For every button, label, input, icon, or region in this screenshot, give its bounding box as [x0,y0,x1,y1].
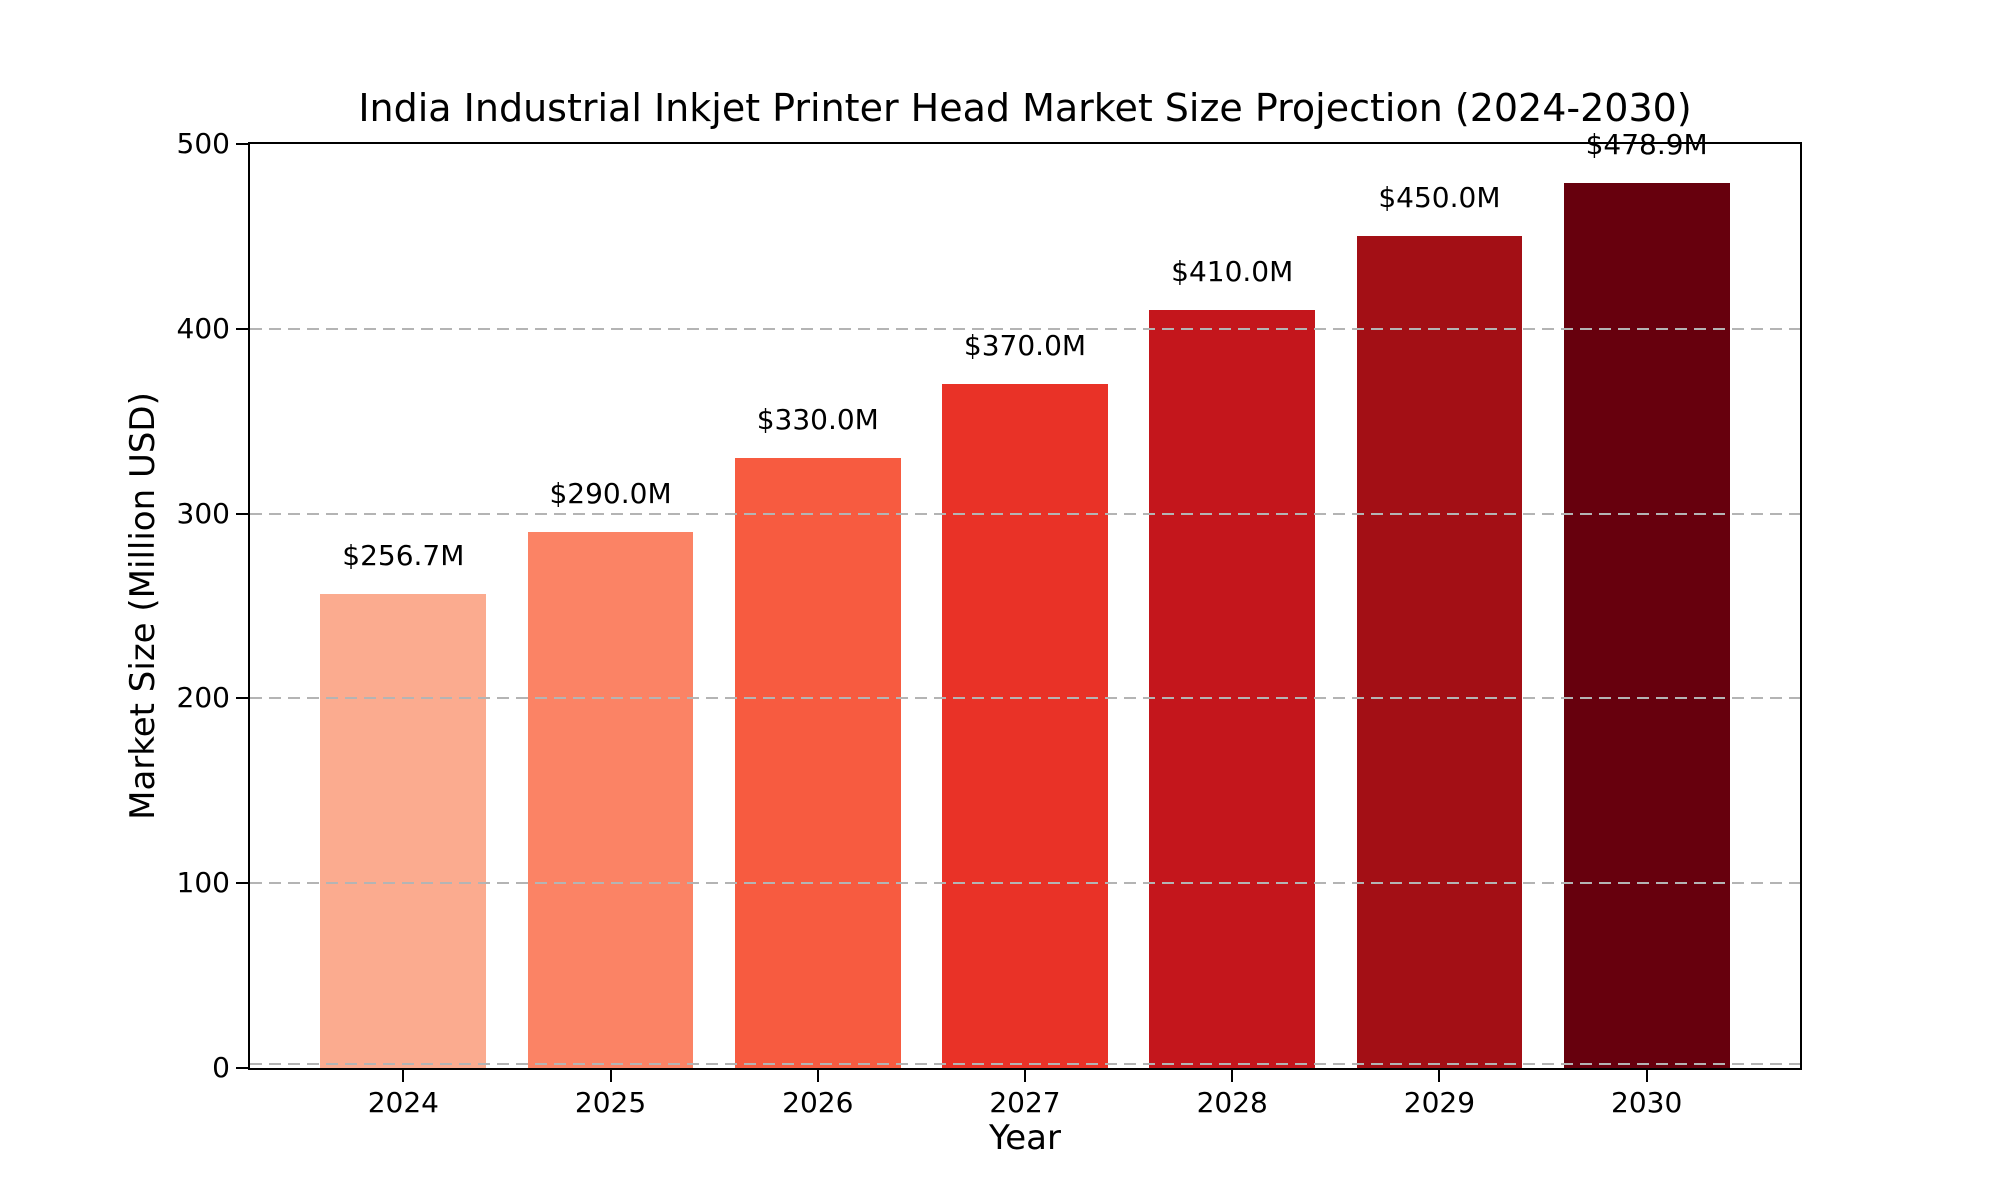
x-tick-label-2029: 2029 [1403,1086,1476,1119]
bar-value-label-2026: $330.0M [756,403,879,437]
bar-value-label-2028: $410.0M [1171,255,1294,289]
x-tick-mark-2024 [402,1070,405,1082]
bar-2024 [320,593,487,1068]
y-axis-label: Market Size (Million USD) [123,392,163,820]
y-tick-label-400: 400 [176,311,230,345]
y-tick-label-100: 100 [176,866,230,900]
y-tick-label-0: 0 [212,1051,230,1084]
bar-2029 [1356,236,1523,1068]
x-axis-label: Year [989,1118,1061,1158]
bar-value-label-2027: $370.0M [963,329,1087,363]
gridline-y0 [250,1063,1800,1065]
x-tick-label-2026: 2026 [782,1086,854,1119]
x-tick-mark-2025 [609,1070,612,1082]
bar-2027 [942,384,1108,1068]
gridline-y200 [250,697,1800,700]
y-tick-label-200: 200 [176,681,230,715]
y-tick-mark-300 [236,512,248,515]
x-tick-label-2030: 2030 [1611,1086,1683,1119]
gridline-y300 [250,512,1800,515]
x-tick-label-2025: 2025 [574,1086,647,1119]
bar-value-label-2029: $450.0M [1378,181,1501,215]
x-tick-mark-2030 [1645,1070,1648,1082]
x-tick-label-2027: 2027 [989,1086,1061,1119]
y-tick-mark-400 [236,327,248,330]
chart-title: India Industrial Inkjet Printer Head Mar… [358,86,1692,130]
x-tick-mark-2028 [1231,1070,1234,1082]
bar-value-label-2024: $256.7M [342,538,465,572]
bar-2025 [527,532,694,1068]
plot-area: $256.7M $290.0M $330.0M $370.0M $410.0M $450.… [248,129,1802,1070]
bar-2026 [734,458,901,1068]
bar-2030 [1563,183,1730,1068]
y-tick-mark-100 [236,882,248,885]
x-tick-mark-2029 [1438,1070,1441,1082]
y-tick-label-500: 500 [176,127,230,160]
y-tick-label-300: 300 [176,496,230,530]
gridline-y100 [250,882,1800,885]
y-tick-mark-500 [236,143,248,145]
x-tick-label-2024: 2024 [367,1086,439,1119]
y-tick-mark-200 [236,697,248,700]
bar-2028 [1149,310,1316,1068]
bar-value-label-2025: $290.0M [549,477,672,511]
gridline-y400 [250,327,1800,330]
x-tick-mark-2026 [816,1070,819,1082]
x-tick-mark-2027 [1024,1070,1026,1082]
y-tick-mark-0 [236,1067,248,1069]
x-tick-label-2028: 2028 [1196,1086,1268,1119]
bar-value-label-2030: $478.9M [1585,128,1708,161]
